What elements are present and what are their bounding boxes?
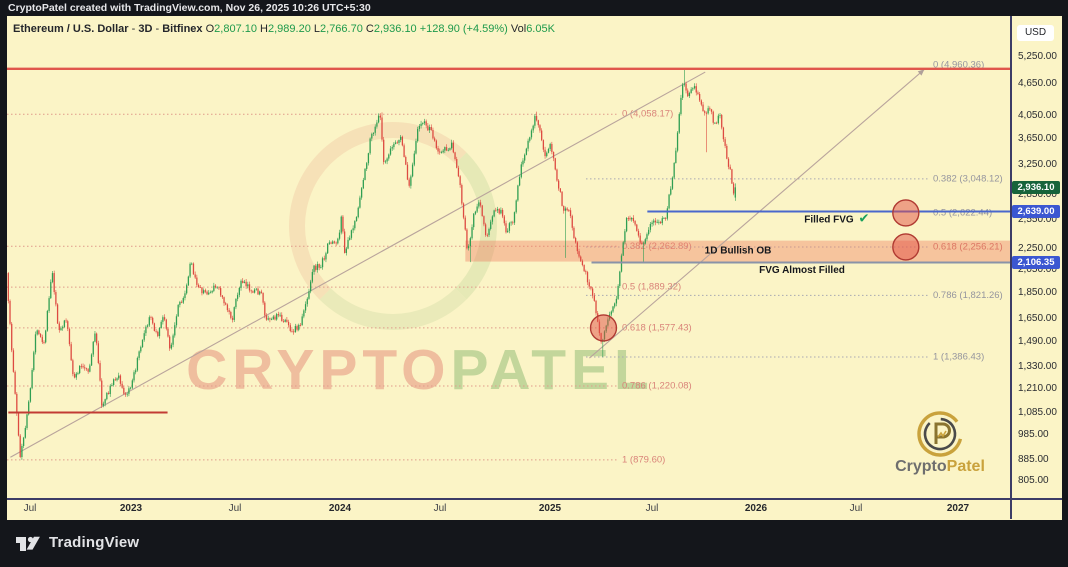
- price-tick: 1,330.00: [1018, 361, 1057, 373]
- price-tick: 1,650.00: [1018, 312, 1057, 324]
- close-value: 2,936.10: [373, 23, 417, 35]
- fvg-almost-filled-label[interactable]: FVG Almost Filled: [759, 265, 845, 276]
- open-label: O: [205, 23, 215, 35]
- highlight-circle: [589, 314, 618, 342]
- watermark-part2: PATEL: [450, 338, 654, 402]
- time-label-jul: Jul: [23, 503, 37, 514]
- highlight-circle: [892, 233, 920, 261]
- price-tick: 1,490.00: [1018, 335, 1057, 347]
- fib-level-label: 0.786 (1,220.08): [622, 380, 692, 391]
- watermark-part1: CRYPTO: [186, 338, 451, 402]
- candles: [7, 69, 736, 460]
- low-value: 2,766.70: [320, 23, 363, 35]
- price-tick: 985.00: [1018, 429, 1049, 441]
- check-icon[interactable]: ✔: [859, 210, 870, 225]
- price-tick: 4,050.00: [1018, 109, 1057, 121]
- time-label-2025: 2025: [538, 503, 562, 514]
- fib-level-label: 0.786 (1,821.26): [933, 290, 1003, 301]
- fib-retracement-secondary[interactable]: 0 (4,058.17) 0.382 (2,262.89) 0.5 (1,889.3…: [7, 109, 692, 466]
- low-label: L: [313, 23, 321, 35]
- symbol-title[interactable]: Ethereum / U.S. Dollar: [13, 23, 129, 35]
- price-tick: 2,550.00: [1018, 214, 1057, 226]
- last-price-badge[interactable]: 2,936.10: [1012, 180, 1060, 194]
- price-tick: 5,250.00: [1018, 51, 1057, 62]
- time-label-jul: Jul: [433, 503, 447, 514]
- separator: -: [155, 23, 160, 35]
- bullish-order-block-zone[interactable]: [465, 240, 1010, 262]
- change-value: +128.90 (+4.59%): [419, 23, 508, 35]
- fib-retracement-primary[interactable]: 0 (4,960.36) 0.382 (3,048.12) 0.5 (2,622.4…: [586, 59, 1003, 363]
- volume-label: Vol: [510, 23, 527, 35]
- watermark-text: CRYPTOPATEL: [165, 342, 675, 399]
- axis-separator-vertical: [1010, 16, 1012, 519]
- fib-level-label: 0.618 (1,577.43): [622, 322, 692, 333]
- fib-level-label: 0 (4,960.36): [933, 59, 984, 70]
- time-label-jul: Jul: [849, 503, 863, 514]
- annotations[interactable]: Filled FVG ✔ 1D Bullish OB FVG Almost Fille…: [705, 210, 870, 276]
- timeframe[interactable]: 3D: [138, 23, 153, 35]
- bullish-ob-label[interactable]: 1D Bullish OB: [705, 245, 772, 256]
- price-axis[interactable]: USD 5,250.00 4,650.00 4,050.00 3,650.00 3,25…: [1012, 16, 1062, 498]
- attribution-text: CryptoPatel created with TradingView.com…: [8, 2, 371, 14]
- price-tick: 3,250.00: [1018, 159, 1057, 171]
- fib-level-label: 0.382 (3,048.12): [933, 173, 1003, 184]
- currency-chip[interactable]: USD: [1017, 25, 1054, 41]
- price-tick: 3,650.00: [1018, 133, 1057, 145]
- price-tick: 805.00: [1018, 474, 1049, 486]
- price-tick: 885.00: [1018, 453, 1049, 465]
- fib-level-label: 0.618 (2,256.21): [933, 241, 1003, 252]
- tradingview-logo-icon: [16, 536, 40, 551]
- fib-level-label: 0.5 (2,622.44): [933, 207, 992, 218]
- time-label-jul: Jul: [645, 503, 659, 514]
- price-tick: 1,850.00: [1018, 286, 1057, 298]
- fib-level-label: 0.382 (2,262.89): [622, 241, 692, 252]
- filled-fvg-label[interactable]: Filled FVG: [804, 215, 854, 226]
- price-chart[interactable]: 0 (4,058.17) 0.382 (2,262.89) 0.5 (1,889.3…: [7, 16, 1010, 498]
- fib-level-label: 0 (4,058.17): [622, 109, 673, 120]
- chart-panel[interactable]: CRYPTOPATEL 0 (4,058.17) 0.382 (2,262.89)…: [7, 16, 1010, 498]
- time-label-jul: Jul: [228, 503, 242, 514]
- high-value: 2,989.20: [268, 23, 311, 35]
- time-label-2026: 2026: [744, 503, 768, 514]
- trendlines[interactable]: [10, 68, 925, 458]
- tradingview-attribution[interactable]: TradingView: [16, 534, 139, 551]
- highlight-circles[interactable]: [589, 199, 920, 342]
- price-tick: 4,650.00: [1018, 78, 1057, 90]
- level-2106-badge[interactable]: 2,106.35: [1012, 255, 1060, 269]
- highlight-circle: [892, 199, 920, 227]
- exchange: Bitfinex: [162, 23, 203, 35]
- cryptopatel-logo: CryptoPatel: [875, 408, 1005, 475]
- chart-layers: 0 (4,058.17) 0.382 (2,262.89) 0.5 (1,889.3…: [7, 59, 1010, 465]
- tradingview-brand: TradingView: [49, 534, 140, 551]
- cryptopatel-emblem-icon: [917, 411, 963, 457]
- level-2639-badge[interactable]: 2,639.00: [1012, 205, 1060, 219]
- fib-level-label: 1 (879.60): [622, 454, 665, 465]
- time-label-2024: 2024: [328, 503, 352, 514]
- time-axis[interactable]: Jul 2023 Jul 2024 Jul 2025 Jul 2026 Jul 2027: [7, 500, 1062, 520]
- fib-level-label: 1 (1,386.43): [933, 352, 984, 363]
- brand-patel: Patel: [946, 458, 985, 475]
- fib-level-label: 0.5 (1,889.32): [622, 282, 681, 293]
- price-tick: 2,050.00: [1018, 263, 1057, 275]
- price-tick: 2,250.00: [1018, 242, 1057, 254]
- volume-value: 6.05K: [526, 23, 555, 35]
- separator: -: [131, 23, 136, 35]
- close-label: C: [365, 23, 374, 35]
- attribution-bar: CryptoPatel created with TradingView.com…: [0, 0, 1068, 16]
- symbol-info-row[interactable]: Ethereum / U.S. Dollar - 3D - Bitfinex O…: [13, 23, 555, 35]
- high-label: H: [260, 23, 268, 35]
- price-tick: 2,850.00: [1018, 189, 1057, 201]
- bottom-bar: TradingView: [0, 520, 1068, 567]
- open-value: 2,807.10: [214, 23, 257, 35]
- axis-separator-horizontal: [7, 498, 1062, 500]
- price-tick: 1,210.00: [1018, 382, 1057, 394]
- time-label-2023: 2023: [119, 503, 143, 514]
- time-label-2027: 2027: [946, 503, 970, 514]
- brand-crypto: Crypto: [895, 458, 947, 475]
- price-tick: 1,085.00: [1018, 407, 1057, 419]
